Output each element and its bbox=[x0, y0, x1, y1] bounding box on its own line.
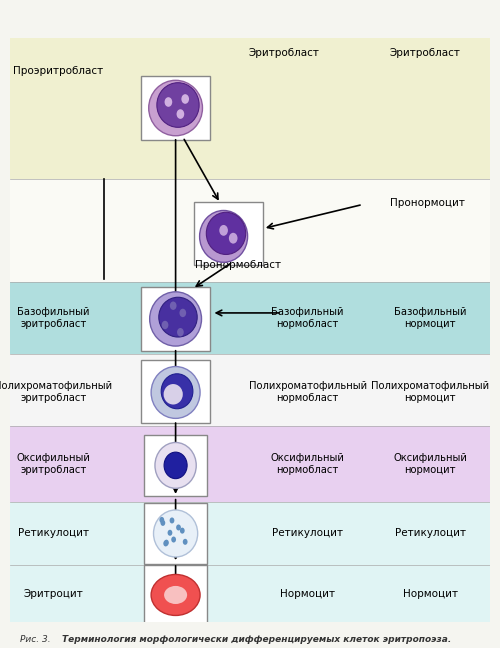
Circle shape bbox=[182, 94, 189, 104]
Ellipse shape bbox=[159, 297, 197, 337]
Bar bbox=[144, 503, 207, 564]
Bar bbox=[10, 282, 490, 354]
Text: Пронормобласт: Пронормобласт bbox=[195, 260, 281, 270]
Text: Ретикулоцит: Ретикулоцит bbox=[18, 528, 88, 538]
Text: Оксифильный
нормобласт: Оксифильный нормобласт bbox=[270, 453, 344, 476]
Text: Оксифильный
эритробласт: Оксифильный эритробласт bbox=[16, 453, 90, 476]
Bar bbox=[10, 565, 490, 622]
Text: Эритробласт: Эритробласт bbox=[390, 47, 460, 58]
Ellipse shape bbox=[200, 211, 248, 262]
Circle shape bbox=[164, 540, 169, 546]
Text: Пронормоцит: Пронормоцит bbox=[390, 198, 465, 208]
Ellipse shape bbox=[154, 510, 198, 557]
Text: Ретикулоцит: Ретикулоцит bbox=[394, 528, 466, 538]
Bar bbox=[144, 565, 207, 625]
Text: Ретикулоцит: Ретикулоцит bbox=[272, 528, 343, 538]
Circle shape bbox=[160, 517, 164, 523]
Ellipse shape bbox=[164, 452, 187, 479]
Text: Базофильный
эритробласт: Базофильный эритробласт bbox=[17, 307, 90, 329]
Bar bbox=[10, 179, 490, 282]
Bar bbox=[194, 202, 263, 265]
Text: Оксифильный
нормоцит: Оксифильный нормоцит bbox=[393, 453, 467, 476]
Ellipse shape bbox=[151, 575, 200, 616]
Text: Базофильный
нормоцит: Базофильный нормоцит bbox=[394, 307, 466, 329]
Text: Нормоцит: Нормоцит bbox=[402, 589, 458, 599]
Circle shape bbox=[177, 328, 184, 336]
Circle shape bbox=[168, 530, 172, 536]
Circle shape bbox=[170, 301, 176, 310]
Bar bbox=[10, 426, 490, 502]
Circle shape bbox=[164, 540, 168, 546]
Circle shape bbox=[170, 518, 174, 524]
Circle shape bbox=[162, 321, 168, 329]
Text: Проэритробласт: Проэритробласт bbox=[13, 65, 103, 76]
Text: Эритробласт: Эритробласт bbox=[248, 47, 319, 58]
Circle shape bbox=[229, 233, 237, 244]
Bar bbox=[141, 76, 210, 140]
Circle shape bbox=[164, 97, 172, 107]
Circle shape bbox=[183, 538, 188, 545]
Bar bbox=[10, 354, 490, 426]
Circle shape bbox=[171, 537, 176, 542]
Text: Нормоцит: Нормоцит bbox=[280, 589, 335, 599]
Ellipse shape bbox=[157, 83, 199, 127]
Bar bbox=[141, 360, 210, 423]
Circle shape bbox=[160, 520, 166, 526]
Bar bbox=[141, 287, 210, 351]
Ellipse shape bbox=[151, 367, 200, 419]
Bar bbox=[144, 435, 207, 496]
Ellipse shape bbox=[148, 80, 203, 135]
Ellipse shape bbox=[161, 374, 193, 409]
Ellipse shape bbox=[206, 213, 246, 255]
Text: Полихроматофильный
нормоцит: Полихроматофильный нормоцит bbox=[371, 380, 489, 403]
Circle shape bbox=[220, 225, 228, 236]
Bar bbox=[10, 502, 490, 565]
Circle shape bbox=[180, 308, 186, 317]
Ellipse shape bbox=[164, 586, 187, 604]
Text: Полихроматофильный
нормобласт: Полихроматофильный нормобласт bbox=[248, 380, 366, 403]
Circle shape bbox=[180, 527, 184, 534]
Text: Рис. 3.: Рис. 3. bbox=[20, 635, 53, 644]
Text: Полихроматофильный
эритробласт: Полихроматофильный эритробласт bbox=[0, 380, 112, 403]
Circle shape bbox=[176, 110, 184, 119]
Text: Эритроцит: Эритроцит bbox=[24, 589, 83, 599]
Circle shape bbox=[176, 524, 181, 531]
Bar bbox=[10, 38, 490, 179]
Ellipse shape bbox=[150, 292, 202, 346]
Ellipse shape bbox=[164, 384, 183, 404]
Ellipse shape bbox=[155, 443, 196, 489]
Text: Базофильный
нормобласт: Базофильный нормобласт bbox=[272, 307, 344, 329]
Text: Терминология морфологически дифференцируемых клеток эритропоэза.: Терминология морфологически дифференциру… bbox=[62, 635, 451, 644]
